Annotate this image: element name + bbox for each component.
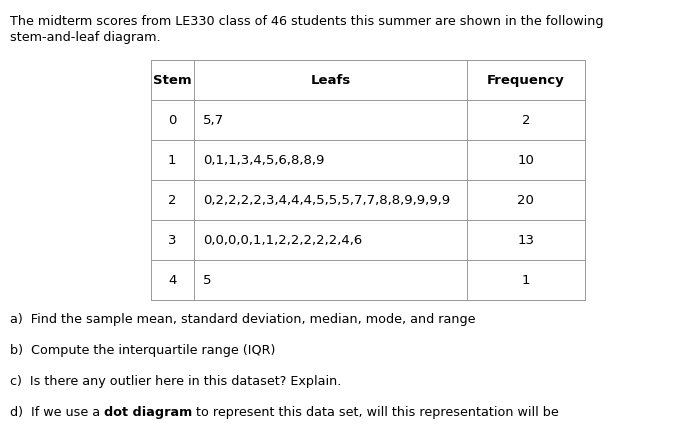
Text: stem-and-leaf diagram.: stem-and-leaf diagram.: [10, 31, 160, 44]
Text: 13: 13: [517, 233, 534, 247]
Text: d)  If we use a: d) If we use a: [10, 406, 104, 419]
Text: 3: 3: [168, 233, 176, 247]
Text: 0,1,1,3,4,5,6,8,8,9: 0,1,1,3,4,5,6,8,8,9: [203, 154, 324, 167]
Text: Leafs: Leafs: [311, 74, 351, 87]
Text: 10: 10: [517, 154, 534, 167]
Text: 5,7: 5,7: [203, 114, 224, 127]
Text: to represent this data set, will this representation will be: to represent this data set, will this re…: [193, 406, 559, 419]
Text: 0: 0: [168, 114, 176, 127]
Text: Stem: Stem: [153, 74, 192, 87]
Text: b)  Compute the interquartile range (IQR): b) Compute the interquartile range (IQR): [10, 344, 275, 357]
Text: a)  Find the sample mean, standard deviation, median, mode, and range: a) Find the sample mean, standard deviat…: [10, 313, 475, 326]
Text: Frequency: Frequency: [487, 74, 565, 87]
Text: 5: 5: [203, 273, 211, 287]
Text: 1: 1: [522, 273, 530, 287]
Text: 0,2,2,2,2,3,4,4,4,5,5,5,7,7,8,8,9,9,9,9: 0,2,2,2,2,3,4,4,4,5,5,5,7,7,8,8,9,9,9,9: [203, 194, 450, 207]
Text: 1: 1: [168, 154, 176, 167]
Text: 4: 4: [168, 273, 176, 287]
Text: The midterm scores from LE330 class of 46 students this summer are shown in the : The midterm scores from LE330 class of 4…: [10, 15, 603, 28]
Text: 2: 2: [522, 114, 530, 127]
Text: 20: 20: [517, 194, 534, 207]
Text: c)  Is there any outlier here in this dataset? Explain.: c) Is there any outlier here in this dat…: [10, 375, 341, 388]
Text: 0,0,0,0,1,1,2,2,2,2,2,4,6: 0,0,0,0,1,1,2,2,2,2,2,4,6: [203, 233, 363, 247]
Text: dot diagram: dot diagram: [104, 406, 192, 419]
Text: 2: 2: [168, 194, 176, 207]
